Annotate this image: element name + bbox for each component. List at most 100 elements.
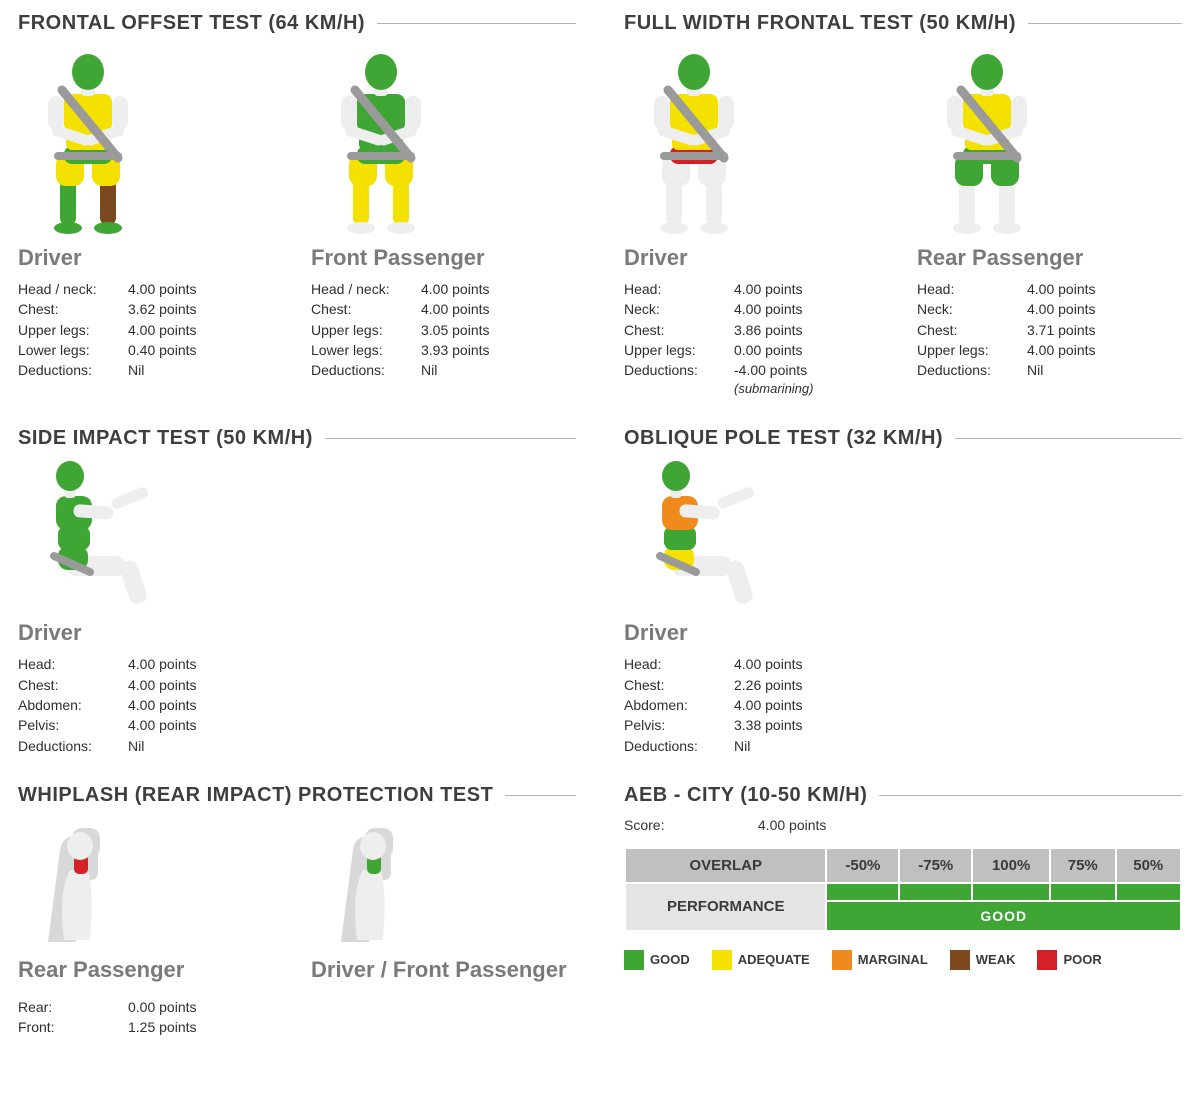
title-rule: [377, 23, 576, 24]
score-table: Head:4.00 pointsChest:4.00 pointsAbdomen…: [18, 654, 576, 755]
score-row: Lower legs:3.93 points: [311, 340, 576, 360]
whiplash-row: Rear Passenger Driver / Front Passenger: [18, 817, 576, 991]
aeb-score-label: Score:: [624, 817, 754, 833]
score-table: Head / neck:4.00 pointsChest:3.62 points…: [18, 279, 283, 380]
score-label: Pelvis:: [624, 715, 734, 735]
title-rule: [325, 438, 576, 439]
score-row: Pelvis:4.00 points: [18, 715, 576, 735]
score-value: 0.40 points: [128, 340, 197, 360]
score-value: 4.00 points: [1027, 340, 1096, 360]
section-aeb-city: AEB - CITY (10-50 KM/H) Score: 4.00 poin…: [624, 784, 1182, 1038]
section-oblique-pole: OBLIQUE POLE TEST (32 KM/H) DriverHead:4…: [624, 427, 1182, 755]
score-row: Head:4.00 points: [624, 279, 889, 299]
occupant-column: Front Passenger Head / neck:4.00 pointsCh…: [311, 45, 576, 380]
occupant-label: Rear Passenger: [18, 957, 283, 983]
score-table: Head:4.00 pointsNeck:4.00 pointsChest:3.…: [917, 279, 1182, 380]
score-value: 4.00 points: [128, 715, 197, 735]
score-row: Neck:4.00 points: [624, 299, 889, 319]
score-row: Chest:4.00 points: [311, 299, 576, 319]
score-label: Chest:: [624, 320, 734, 340]
score-row: Neck:4.00 points: [917, 299, 1182, 319]
occupant-label: Rear Passenger: [917, 245, 1182, 271]
occupant-label: Driver: [18, 620, 576, 646]
whiplash-figure: [18, 817, 283, 947]
score-value: 4.00 points: [734, 299, 803, 319]
score-value: 3.05 points: [421, 320, 490, 340]
occupant-label: Driver: [624, 620, 1182, 646]
legend-label: GOOD: [650, 952, 690, 967]
score-label: Neck:: [917, 299, 1027, 319]
aeb-col-header: 75%: [1050, 848, 1115, 883]
score-row: Head:4.00 points: [624, 654, 1182, 674]
score-row: Chest:4.00 points: [18, 675, 576, 695]
score-table: Head / neck:4.00 pointsChest:4.00 points…: [311, 279, 576, 380]
occupant-column: Driver Head:4.00 pointsNeck:4.00 pointsCh…: [624, 45, 889, 399]
occupant-label: Front Passenger: [311, 245, 576, 271]
score-value: 3.86 points: [734, 320, 803, 340]
section-full-width: FULL WIDTH FRONTAL TEST (50 KM/H) Driver…: [624, 12, 1182, 399]
score-label: Deductions:: [18, 736, 128, 756]
section-side-impact: SIDE IMPACT TEST (50 KM/H) DriverHead:4.…: [18, 427, 576, 755]
score-label: Neck:: [624, 299, 734, 319]
score-label: Deductions:: [18, 360, 128, 380]
occupant-column: DriverHead:4.00 pointsChest:2.26 pointsA…: [624, 460, 1182, 755]
score-value: 4.00 points: [1027, 279, 1096, 299]
occupant-column: Rear Passenger: [18, 817, 283, 991]
aeb-cell: [1116, 883, 1182, 901]
aeb-score-value: 4.00 points: [758, 817, 827, 833]
score-label: Lower legs:: [18, 340, 128, 360]
score-label: Head:: [624, 654, 734, 674]
score-row: Rear:0.00 points: [18, 997, 576, 1017]
score-value: 3.93 points: [421, 340, 490, 360]
aeb-table: OVERLAP-50%-75%100%75%50%PERFORMANCEGOOD: [624, 847, 1182, 932]
score-label: Abdomen:: [18, 695, 128, 715]
legend-label: WEAK: [976, 952, 1016, 967]
title-rule: [1028, 23, 1182, 24]
score-value: 4.00 points: [421, 279, 490, 299]
score-label: Lower legs:: [311, 340, 421, 360]
section-title: AEB - CITY (10-50 KM/H): [624, 784, 1182, 807]
aeb-col-header: 50%: [1116, 848, 1182, 883]
score-value: -4.00 points: [734, 360, 807, 380]
legend-label: POOR: [1063, 952, 1101, 967]
aeb-cell: [972, 883, 1050, 901]
score-value: Nil: [128, 360, 144, 380]
score-label: Front:: [18, 1017, 128, 1037]
occupant-column: DriverHead:4.00 pointsChest:4.00 pointsA…: [18, 460, 576, 755]
score-value: Nil: [1027, 360, 1043, 380]
score-value: 4.00 points: [734, 695, 803, 715]
score-label: Head:: [18, 654, 128, 674]
score-label: Rear:: [18, 997, 128, 1017]
score-row: Deductions:-4.00 points: [624, 360, 889, 380]
score-value: 4.00 points: [128, 695, 197, 715]
section-title: FRONTAL OFFSET TEST (64 KM/H): [18, 12, 576, 35]
score-row: Pelvis:3.38 points: [624, 715, 1182, 735]
section-title: OBLIQUE POLE TEST (32 KM/H): [624, 427, 1182, 450]
score-table: Head:4.00 pointsChest:2.26 pointsAbdomen…: [624, 654, 1182, 755]
occupants-row: DriverHead:4.00 pointsNeck:4.00 pointsCh…: [624, 45, 1182, 399]
aeb-col-header: -75%: [899, 848, 972, 883]
title-text: FULL WIDTH FRONTAL TEST (50 KM/H): [624, 12, 1016, 35]
score-row: Upper legs:0.00 points: [624, 340, 889, 360]
section-title: WHIPLASH (REAR IMPACT) PROTECTION TEST: [18, 784, 576, 807]
score-label: Abdomen:: [624, 695, 734, 715]
legend-swatch: [624, 950, 644, 970]
legend-swatch: [1037, 950, 1057, 970]
score-value: 3.38 points: [734, 715, 803, 735]
title-text: OBLIQUE POLE TEST (32 KM/H): [624, 427, 943, 450]
score-label: Deductions:: [311, 360, 421, 380]
occupants-row: DriverHead / neck:4.00 pointsChest:3.62 …: [18, 45, 576, 380]
score-row: Lower legs:0.40 points: [18, 340, 283, 360]
score-label: Deductions:: [624, 360, 734, 380]
occupants-row: DriverHead:4.00 pointsChest:4.00 pointsA…: [18, 460, 576, 755]
score-row: Chest:3.86 points: [624, 320, 889, 340]
score-label: Chest:: [311, 299, 421, 319]
aeb-performance-label: PERFORMANCE: [625, 883, 826, 931]
title-rule: [879, 795, 1182, 796]
score-row: Head / neck:4.00 points: [311, 279, 576, 299]
occupant-label: Driver: [624, 245, 889, 271]
occupant-column: Rear Passenger Head:4.00 pointsNeck:4.00 …: [917, 45, 1182, 399]
score-label: Deductions:: [917, 360, 1027, 380]
score-label: Pelvis:: [18, 715, 128, 735]
score-value: Nil: [421, 360, 437, 380]
